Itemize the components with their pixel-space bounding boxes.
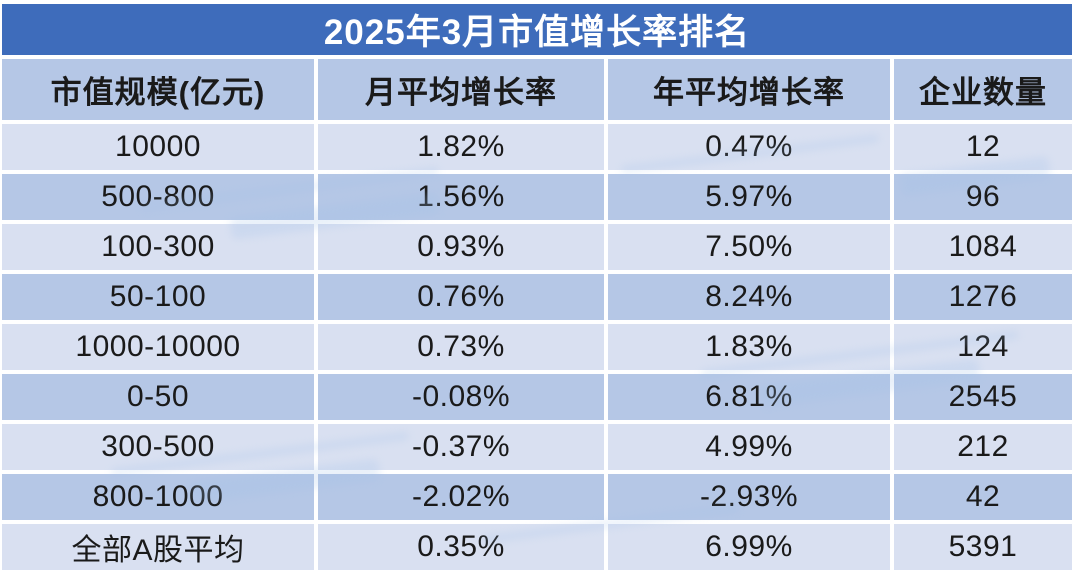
table-cell: -2.02% [318, 474, 604, 520]
column-header-market-cap: 市值规模(亿元) [2, 59, 314, 120]
table-cell: 6.81% [608, 374, 890, 420]
table-cell: 0.76% [318, 274, 604, 320]
table-row: 500-800 1.56% 5.97% 96 [2, 174, 1072, 220]
table-cell: 300-500 [2, 424, 314, 470]
table-cell: -0.08% [318, 374, 604, 420]
table-cell: 1.56% [318, 174, 604, 220]
table-cell: 0.73% [318, 324, 604, 370]
table-row: 300-500 -0.37% 4.99% 212 [2, 424, 1072, 470]
column-header-monthly-growth: 月平均增长率 [318, 59, 604, 120]
table-cell: 96 [894, 174, 1072, 220]
table-cell: 500-800 [2, 174, 314, 220]
table-row: 全部A股平均 0.35% 6.99% 5391 [2, 524, 1072, 570]
table-body: 10000 1.82% 0.47% 12 500-800 1.56% 5.97% 96 100-… [2, 124, 1072, 570]
table-cell: 1084 [894, 224, 1072, 270]
table-cell: 2545 [894, 374, 1072, 420]
table-cell: 10000 [2, 124, 314, 170]
table-row: 10000 1.82% 0.47% 12 [2, 124, 1072, 170]
table-row: 100-300 0.93% 7.50% 1084 [2, 224, 1072, 270]
table-row: 1000-10000 0.73% 1.83% 124 [2, 324, 1072, 370]
table-cell: 124 [894, 324, 1072, 370]
table-cell: 5.97% [608, 174, 890, 220]
table-title: 2025年3月市值增长率排名 [2, 4, 1072, 55]
table-cell: 50-100 [2, 274, 314, 320]
table-cell: 1.83% [608, 324, 890, 370]
table-cell: -2.93% [608, 474, 890, 520]
table-cell: -0.37% [318, 424, 604, 470]
table-row: 50-100 0.76% 8.24% 1276 [2, 274, 1072, 320]
table-row: 0-50 -0.08% 6.81% 2545 [2, 374, 1072, 420]
table-cell: 0.93% [318, 224, 604, 270]
table-cell: 8.24% [608, 274, 890, 320]
table-cell: 4.99% [608, 424, 890, 470]
table-cell: 7.50% [608, 224, 890, 270]
table-row: 800-1000 -2.02% -2.93% 42 [2, 474, 1072, 520]
table-cell: 0.35% [318, 524, 604, 570]
table-cell: 1276 [894, 274, 1072, 320]
table-cell: 42 [894, 474, 1072, 520]
table-cell: 6.99% [608, 524, 890, 570]
table-cell: 0-50 [2, 374, 314, 420]
table-cell: 12 [894, 124, 1072, 170]
column-header-company-count: 企业数量 [894, 59, 1072, 120]
table-cell: 1.82% [318, 124, 604, 170]
table-cell: 800-1000 [2, 474, 314, 520]
table-cell: 1000-10000 [2, 324, 314, 370]
table-cell: 212 [894, 424, 1072, 470]
column-header-yearly-growth: 年平均增长率 [608, 59, 890, 120]
table-header-row: 市值规模(亿元) 月平均增长率 年平均增长率 企业数量 [2, 59, 1072, 120]
table-cell: 5391 [894, 524, 1072, 570]
table-cell: 0.47% [608, 124, 890, 170]
table-cell: 100-300 [2, 224, 314, 270]
table-cell: 全部A股平均 [2, 524, 314, 570]
